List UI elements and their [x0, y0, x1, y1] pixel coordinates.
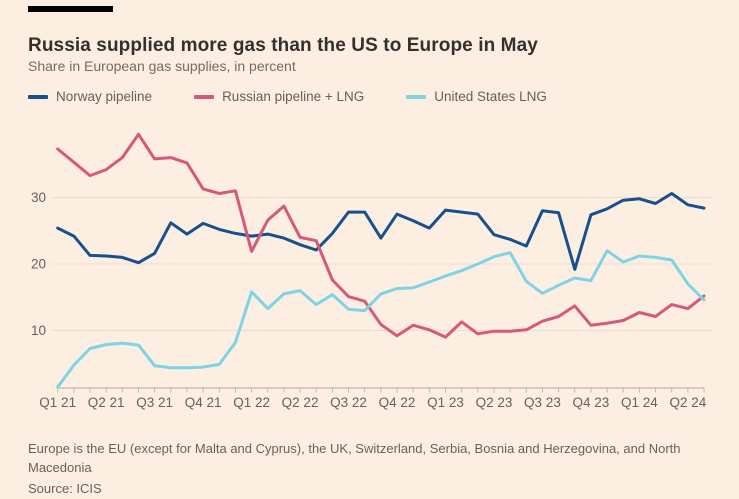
footnote: Europe is the EU (except for Malta and C…: [28, 440, 718, 499]
x-quarter-label: Q2 23: [476, 395, 513, 410]
source-text: Source: ICIS: [28, 480, 102, 496]
legend-item-us: United States LNG: [406, 89, 547, 104]
x-quarter-label: Q1 21: [39, 395, 76, 410]
series-line-russian-pipeline-lng: [56, 132, 706, 339]
x-quarter-label: Q4 21: [185, 395, 222, 410]
us-swatch-icon: [406, 94, 427, 99]
x-quarter-label: Q3 22: [330, 395, 367, 410]
footnote-text: Europe is the EU (except for Malta and C…: [28, 441, 681, 475]
chart-title: Russia supplied more gas than the US to …: [28, 34, 538, 56]
chart-subtitle: Share in European gas supplies, in perce…: [28, 58, 296, 74]
y-tick-label-30: 30: [31, 190, 46, 205]
y-tick-label-10: 10: [31, 323, 46, 338]
x-quarter-label: Q2 22: [282, 395, 319, 410]
x-quarter-label: Q3 23: [524, 395, 561, 410]
norway-swatch-icon: [28, 94, 48, 99]
brand-bar: [28, 6, 113, 12]
x-quarter-label: Q4 22: [379, 395, 416, 410]
legend-item-russia: Russian pipeline + LNG: [194, 89, 364, 104]
x-quarter-label: Q1 23: [427, 395, 464, 410]
x-quarter-label: Q2 21: [88, 395, 125, 410]
x-quarter-label: Q2 24: [669, 395, 706, 410]
series-line-norway-pipeline: [56, 192, 706, 271]
y-tick-label-20: 20: [31, 257, 46, 272]
x-quarter-label: Q4 23: [573, 395, 610, 410]
x-quarter-label: Q1 22: [233, 395, 270, 410]
series-line-united-states-lng: [56, 249, 706, 389]
legend-item-norway: Norway pipeline: [28, 89, 152, 104]
legend-label: United States LNG: [434, 89, 547, 104]
legend-label: Norway pipeline: [56, 89, 153, 104]
russia-swatch-icon: [194, 94, 215, 99]
x-quarter-label: Q3 21: [136, 395, 173, 410]
x-quarter-label: Q1 24: [621, 395, 658, 410]
legend: Norway pipeline Russian pipeline + LNG U…: [28, 89, 547, 104]
legend-label: Russian pipeline + LNG: [222, 89, 365, 104]
